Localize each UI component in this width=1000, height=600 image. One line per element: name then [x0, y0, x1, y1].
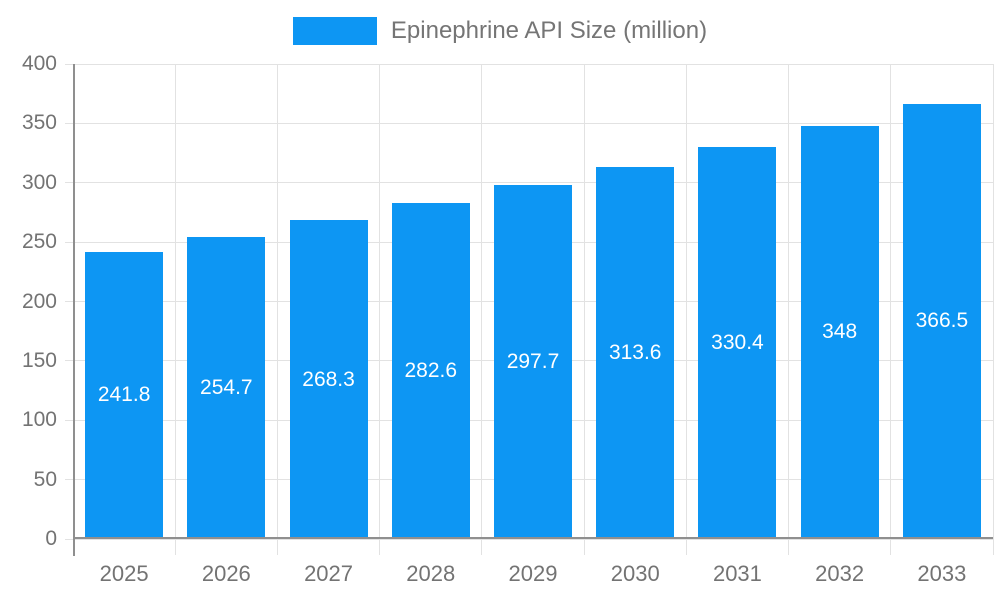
- y-axis-tick-label: 0: [45, 527, 57, 550]
- x-axis-tick-label: 2032: [815, 561, 865, 586]
- x-gridline: [685, 64, 687, 555]
- bar-2029: [494, 185, 572, 539]
- bar-2025: [85, 251, 164, 539]
- y-axis-tick-label: 50: [33, 467, 57, 491]
- bar-2026: [187, 236, 266, 539]
- y-axis-tick-label: 350: [21, 111, 57, 135]
- legend-label: Epinephrine API Size (million): [390, 17, 708, 44]
- x-axis-tick-label: 2025: [99, 561, 149, 586]
- bar-value-label: 313.6: [608, 340, 662, 364]
- bar-value-label: 366.5: [915, 309, 969, 333]
- bar-value-label: 297.7: [506, 350, 560, 374]
- y-axis-line: [73, 64, 75, 556]
- bar-value-label: 268.3: [302, 367, 355, 391]
- bar-2032: [800, 125, 879, 539]
- x-gridline: [481, 64, 483, 555]
- x-axis-tick-label: 2028: [406, 561, 456, 586]
- y-gridline: [65, 122, 993, 124]
- y-axis-tick-label: 200: [21, 289, 57, 313]
- y-axis-tick-label: 150: [21, 348, 57, 372]
- x-axis-line: [73, 537, 993, 539]
- bar-value-label: 330.4: [711, 330, 764, 354]
- x-axis-tick-label: 2029: [508, 561, 558, 586]
- x-axis-tick-label: 2033: [917, 561, 967, 586]
- x-axis-tick-label: 2026: [201, 561, 251, 586]
- legend-swatch: [292, 17, 377, 45]
- x-gridline: [992, 64, 994, 555]
- plot-area: 0 50 100 150 200 250 300 350 400 241.8 2025 254.7 20…: [22, 52, 994, 586]
- bar-2028: [391, 203, 470, 539]
- bar-2033: [902, 103, 981, 539]
- x-gridline: [788, 64, 790, 555]
- y-axis-tick-label: 400: [21, 52, 57, 75]
- y-gridline: [65, 182, 993, 184]
- x-gridline: [276, 64, 278, 555]
- x-gridline: [583, 64, 585, 555]
- y-gridline: [65, 538, 993, 540]
- bar-2027: [289, 220, 368, 539]
- bar-value-label: 254.7: [200, 375, 253, 399]
- x-axis-tick-label: 2031: [712, 561, 762, 586]
- bar-value-label: 348: [822, 320, 858, 344]
- legend[interactable]: Epinephrine API Size (million): [0, 14, 1000, 48]
- bar-2031: [698, 146, 777, 539]
- y-axis-tick-label: 300: [21, 170, 57, 194]
- x-axis-tick-label: 2030: [610, 561, 660, 586]
- bar-value-label: 282.6: [404, 359, 458, 383]
- bar-2030: [596, 166, 675, 539]
- x-gridline: [174, 64, 176, 555]
- y-axis-tick-label: 250: [21, 230, 57, 254]
- y-axis-tick-label: 100: [21, 408, 57, 432]
- x-gridline: [890, 64, 892, 555]
- x-gridline: [379, 64, 381, 555]
- x-axis-tick-label: 2027: [304, 561, 354, 586]
- y-gridline: [65, 63, 993, 65]
- bar-value-label: 241.8: [97, 383, 151, 407]
